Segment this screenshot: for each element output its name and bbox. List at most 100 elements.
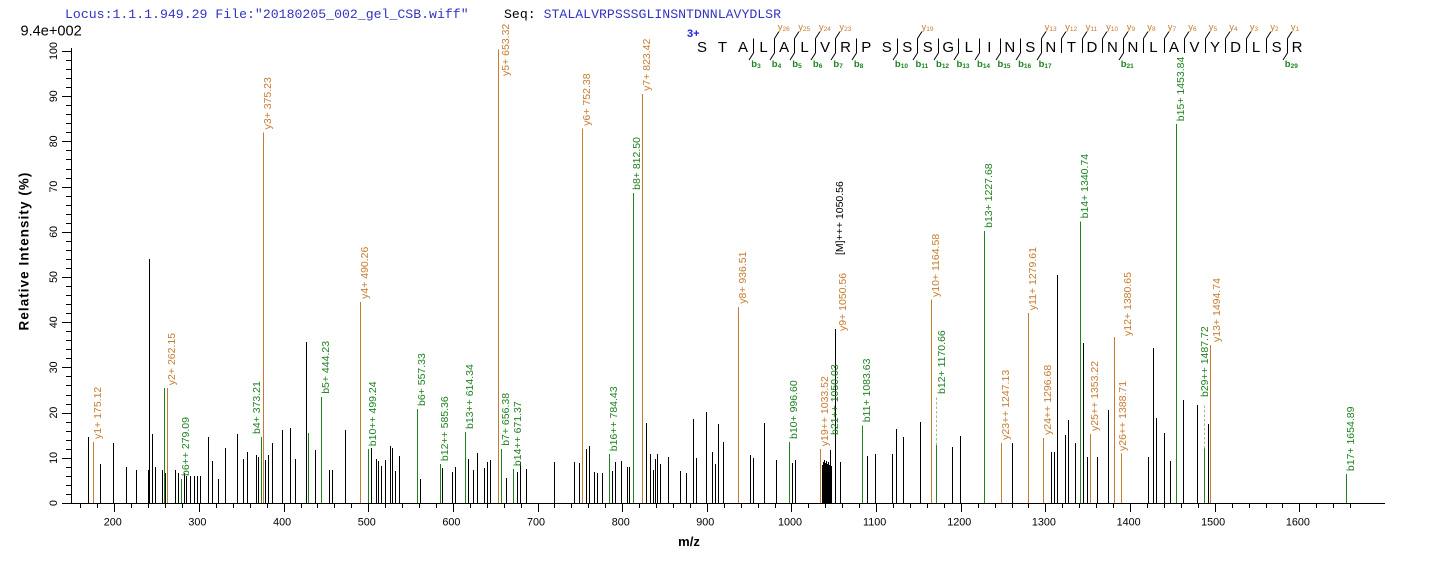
- svg-text:b16++ 784.43: b16++ 784.43: [608, 386, 620, 451]
- svg-text:y5+ 653.32: y5+ 653.32: [500, 24, 512, 76]
- svg-text:y26++ 1388.71: y26++ 1388.71: [1117, 381, 1129, 451]
- svg-text:700: 700: [527, 517, 545, 529]
- svg-text:R: R: [840, 39, 851, 56]
- svg-text:b21: b21: [1121, 59, 1134, 70]
- svg-text:S: S: [923, 39, 933, 56]
- svg-text:y13: y13: [1045, 22, 1057, 33]
- svg-text:y13+ 1494.74: y13+ 1494.74: [1211, 278, 1223, 342]
- svg-text:y12: y12: [1065, 22, 1077, 33]
- svg-text:y3: y3: [1250, 22, 1259, 33]
- svg-text:V: V: [820, 39, 830, 56]
- svg-text:A: A: [738, 39, 748, 56]
- svg-text:Seq:: Seq:: [504, 7, 536, 22]
- svg-text:D: D: [1086, 39, 1097, 56]
- svg-text:N: N: [1004, 39, 1015, 56]
- svg-text:b17+ 1654.89: b17+ 1654.89: [1345, 406, 1357, 471]
- svg-text:b15: b15: [998, 59, 1011, 70]
- svg-text:S: S: [902, 39, 912, 56]
- svg-text:20: 20: [48, 407, 60, 419]
- svg-text:1400: 1400: [1117, 517, 1141, 529]
- svg-text:y24++ 1296.68: y24++ 1296.68: [1042, 365, 1054, 435]
- svg-text:b8+ 812.50: b8+ 812.50: [631, 137, 643, 190]
- svg-text:S: S: [1272, 39, 1282, 56]
- svg-text:y8+ 936.51: y8+ 936.51: [737, 251, 749, 303]
- svg-text:L: L: [759, 39, 767, 56]
- svg-text:Locus:1.1.1.949.29 File:"20180: Locus:1.1.1.949.29 File:"20180205_002_ge…: [65, 7, 469, 22]
- svg-text:b10+ 996.60: b10+ 996.60: [788, 380, 800, 439]
- svg-text:b13: b13: [957, 59, 970, 70]
- svg-text:b6: b6: [813, 59, 823, 70]
- svg-text:y9+ 1050.56: y9+ 1050.56: [837, 273, 849, 331]
- svg-text:b29++ 1487.72: b29++ 1487.72: [1199, 326, 1211, 397]
- svg-text:50: 50: [48, 271, 60, 283]
- svg-text:b12: b12: [936, 59, 949, 70]
- svg-text:1100: 1100: [863, 517, 886, 529]
- svg-text:b14+ 1340.74: b14+ 1340.74: [1079, 154, 1091, 219]
- svg-text:b16: b16: [1018, 59, 1031, 70]
- svg-text:D: D: [1230, 39, 1241, 56]
- svg-text:b8: b8: [854, 59, 864, 70]
- svg-text:b13++ 614.34: b13++ 614.34: [464, 364, 476, 429]
- svg-text:b3: b3: [751, 59, 761, 70]
- svg-text:y5: y5: [1209, 22, 1218, 33]
- svg-text:80: 80: [48, 135, 60, 147]
- svg-text:b14++ 671.37: b14++ 671.37: [512, 401, 524, 466]
- svg-text:y23++ 1247.13: y23++ 1247.13: [1000, 370, 1012, 440]
- svg-text:b12++ 585.36: b12++ 585.36: [439, 396, 451, 461]
- svg-text:G: G: [942, 39, 954, 56]
- svg-text:L: L: [1149, 39, 1157, 56]
- svg-text:y4: y4: [1229, 22, 1238, 33]
- svg-text:b21++ 1050.03: b21++ 1050.03: [829, 364, 841, 435]
- svg-text:y2: y2: [1270, 22, 1279, 33]
- svg-text:y3+ 375.23: y3+ 375.23: [262, 77, 274, 129]
- svg-text:Relative Intensity (%): Relative Intensity (%): [17, 172, 32, 331]
- svg-text:b17: b17: [1039, 59, 1052, 70]
- svg-text:900: 900: [696, 517, 714, 529]
- svg-text:T: T: [1067, 39, 1076, 56]
- svg-text:200: 200: [104, 517, 122, 529]
- svg-text:m/z: m/z: [678, 534, 700, 549]
- svg-text:0: 0: [48, 500, 60, 506]
- svg-text:b5: b5: [792, 59, 802, 70]
- svg-text:3+: 3+: [687, 28, 700, 40]
- svg-text:b14: b14: [977, 59, 990, 70]
- svg-text:b29: b29: [1285, 59, 1298, 70]
- svg-text:b7: b7: [833, 59, 843, 70]
- svg-text:y10: y10: [1106, 22, 1118, 33]
- svg-text:1500: 1500: [1201, 517, 1225, 529]
- svg-text:R: R: [1292, 39, 1303, 56]
- svg-text:40: 40: [48, 316, 60, 328]
- svg-text:b12+ 1170.66: b12+ 1170.66: [936, 330, 948, 394]
- svg-text:y11: y11: [1086, 22, 1098, 33]
- svg-text:[M]+++ 1050.56: [M]+++ 1050.56: [834, 181, 846, 255]
- svg-text:b10++ 499.24: b10++ 499.24: [367, 381, 379, 446]
- svg-text:9.4e+002: 9.4e+002: [21, 24, 82, 40]
- svg-text:y6: y6: [1188, 22, 1197, 33]
- svg-text:V: V: [1189, 39, 1199, 56]
- svg-text:b11+ 1083.63: b11+ 1083.63: [861, 358, 873, 422]
- svg-text:y12+ 1380.65: y12+ 1380.65: [1122, 272, 1134, 336]
- svg-text:30: 30: [48, 361, 60, 373]
- svg-text:b6++ 279.09: b6++ 279.09: [180, 417, 192, 476]
- svg-text:L: L: [800, 39, 808, 56]
- svg-text:y1: y1: [1291, 22, 1300, 33]
- svg-text:A: A: [779, 39, 789, 56]
- svg-text:10: 10: [48, 452, 60, 464]
- svg-text:y23: y23: [839, 22, 851, 33]
- svg-text:b10: b10: [895, 59, 908, 70]
- svg-text:90: 90: [48, 90, 60, 102]
- svg-text:b11: b11: [916, 59, 929, 70]
- svg-text:60: 60: [48, 226, 60, 238]
- svg-text:y7: y7: [1168, 22, 1177, 33]
- svg-text:S: S: [882, 39, 892, 56]
- svg-text:800: 800: [612, 517, 630, 529]
- svg-text:b6+ 557.33: b6+ 557.33: [416, 353, 428, 406]
- svg-text:P: P: [861, 39, 871, 56]
- svg-text:y25: y25: [798, 22, 810, 33]
- svg-text:N: N: [1127, 39, 1138, 56]
- svg-text:y24: y24: [819, 22, 831, 33]
- svg-text:b4+ 373.21: b4+ 373.21: [251, 381, 263, 434]
- svg-text:b5+ 444.23: b5+ 444.23: [320, 341, 332, 394]
- svg-text:y26: y26: [778, 22, 790, 33]
- svg-text:600: 600: [442, 517, 460, 529]
